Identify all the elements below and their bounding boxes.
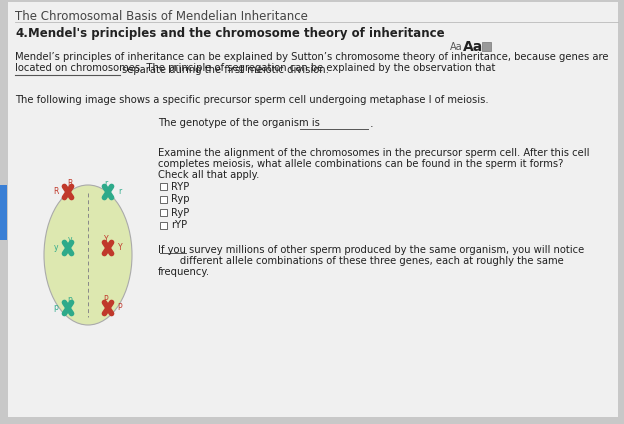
Text: Y: Y: [104, 235, 109, 245]
Text: RyP: RyP: [171, 207, 189, 218]
Text: p: p: [67, 296, 72, 304]
Text: .: .: [370, 119, 374, 129]
Text: separate during the first meiotic division.: separate during the first meiotic divisi…: [122, 65, 329, 75]
Text: P: P: [104, 296, 109, 304]
Text: Ryp: Ryp: [171, 195, 190, 204]
Text: Y: Y: [118, 243, 122, 253]
Bar: [160, 196, 167, 203]
Text: y: y: [68, 235, 72, 245]
Bar: [160, 209, 167, 216]
Ellipse shape: [44, 185, 132, 325]
Text: RYP: RYP: [171, 181, 189, 192]
Text: y: y: [54, 243, 58, 253]
Text: r: r: [104, 179, 107, 189]
Text: R: R: [67, 179, 72, 189]
Text: frequency.: frequency.: [158, 267, 210, 277]
Bar: [160, 222, 167, 229]
Text: If you survey millions of other sperm produced by the same organism, you will no: If you survey millions of other sperm pr…: [158, 245, 584, 255]
Text: rYP: rYP: [171, 220, 187, 231]
Text: completes meiosis, what allele combinations can be found in the sperm it forms?: completes meiosis, what allele combinati…: [158, 159, 563, 169]
Text: Aa: Aa: [463, 40, 483, 54]
Text: Aa: Aa: [450, 42, 462, 52]
Text: Check all that apply.: Check all that apply.: [158, 170, 260, 180]
Text: P: P: [118, 304, 122, 312]
Text: The Chromosomal Basis of Mendelian Inheritance: The Chromosomal Basis of Mendelian Inher…: [15, 10, 308, 23]
Text: located on chromosomes. The principle of segregation can be explained by the obs: located on chromosomes. The principle of…: [15, 63, 495, 73]
Text: 4.: 4.: [15, 27, 28, 40]
Text: R: R: [53, 187, 59, 196]
Bar: [160, 183, 167, 190]
Text: p: p: [54, 304, 59, 312]
Text: The genotype of the organism is: The genotype of the organism is: [158, 118, 320, 128]
Bar: [482, 42, 491, 51]
Text: Mendel's principles and the chromosome theory of inheritance: Mendel's principles and the chromosome t…: [28, 27, 445, 40]
Bar: [0, 185, 7, 240]
Text: Mendel’s principles of inheritance can be explained by Sutton’s chromosome theor: Mendel’s principles of inheritance can b…: [15, 52, 608, 62]
Text: The following image shows a specific precursor sperm cell undergoing metaphase I: The following image shows a specific pre…: [15, 95, 489, 105]
Text: different allele combinations of these three genes, each at roughly the same: different allele combinations of these t…: [158, 256, 563, 266]
Text: Examine the alignment of the chromosomes in the precursor sperm cell. After this: Examine the alignment of the chromosomes…: [158, 148, 590, 158]
Text: r: r: [119, 187, 122, 196]
